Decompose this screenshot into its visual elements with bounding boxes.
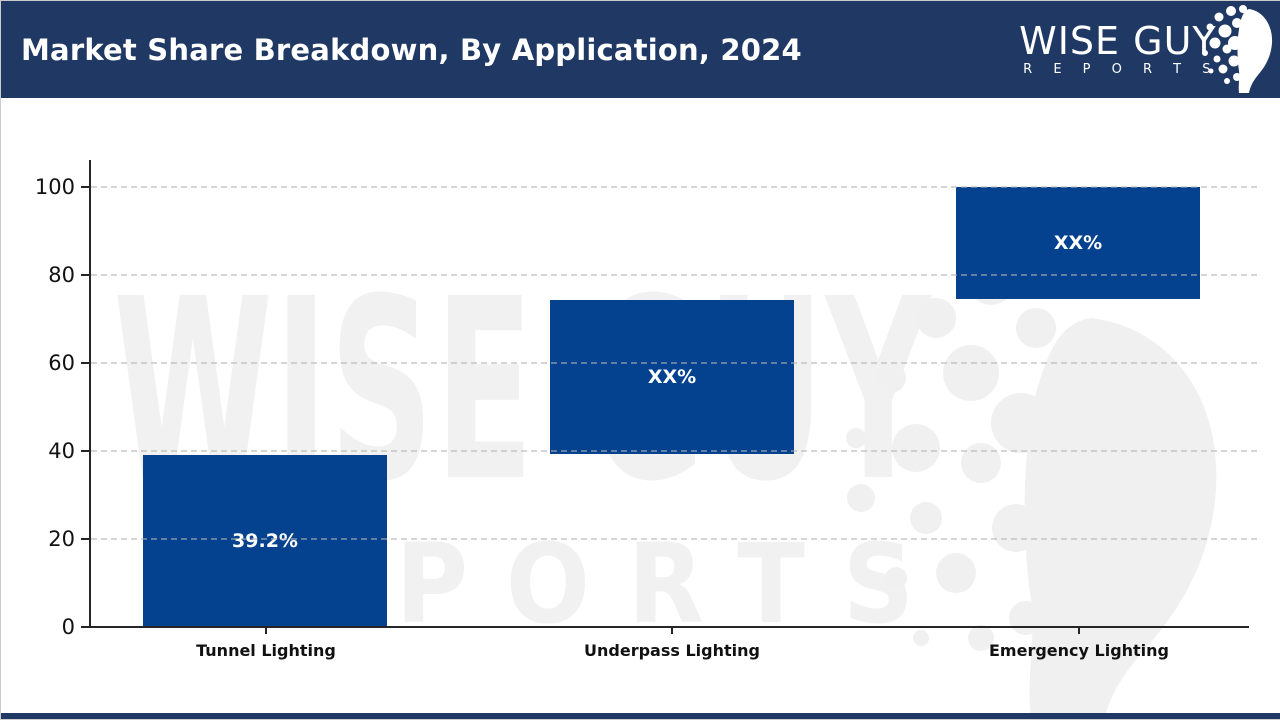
- page-title: Market Share Breakdown, By Application, …: [21, 32, 802, 67]
- gridline-60: [91, 362, 1257, 364]
- x-category-label-underpass-lighting: Underpass Lighting: [584, 641, 760, 660]
- y-tick-label: 80: [48, 263, 75, 287]
- gridline-20: [91, 538, 1257, 540]
- y-tick-label: 60: [48, 351, 75, 375]
- y-axis-line: [89, 160, 91, 628]
- chart-plot-area: WISE GUY REPORTS 39.2% XX% XX%: [1, 98, 1280, 718]
- y-tick: [81, 538, 90, 540]
- y-tick-label: 0: [61, 615, 75, 639]
- bar-underpass-lighting: XX%: [550, 300, 794, 454]
- gridline-100: [91, 186, 1257, 188]
- x-category-label-emergency-lighting: Emergency Lighting: [988, 641, 1170, 660]
- bar-value-label: XX%: [1053, 232, 1103, 254]
- y-tick-label: 100: [34, 175, 75, 199]
- y-tick: [81, 274, 90, 276]
- bar-tunnel-lighting: 39.2%: [143, 455, 387, 626]
- gridline-80: [91, 274, 1257, 276]
- brand-logo: WISE GUY R E P O R T S: [1019, 21, 1219, 77]
- gridline-40: [91, 450, 1257, 452]
- y-tick: [81, 450, 90, 452]
- bar-value-label: 39.2%: [232, 529, 298, 552]
- x-tick: [265, 628, 267, 634]
- x-tick: [671, 628, 673, 634]
- bar-emergency-lighting: XX%: [956, 187, 1200, 299]
- y-tick: [81, 626, 90, 628]
- brand-subtitle: R E P O R T S: [1023, 62, 1219, 77]
- y-tick-label: 20: [48, 527, 75, 551]
- brand-wordmark: WISE GUY: [1019, 19, 1217, 63]
- y-tick-label: 40: [48, 439, 75, 463]
- x-category-label-tunnel-lighting: Tunnel Lighting: [196, 641, 336, 660]
- y-tick: [81, 362, 90, 364]
- bar-value-label: XX%: [647, 366, 697, 388]
- x-tick: [1078, 628, 1080, 634]
- footer-bar: [1, 713, 1280, 719]
- y-tick: [81, 186, 90, 188]
- logo-head-icon: [1201, 5, 1273, 93]
- header-bar: Market Share Breakdown, By Application, …: [1, 1, 1280, 98]
- x-axis-line: [89, 626, 1249, 628]
